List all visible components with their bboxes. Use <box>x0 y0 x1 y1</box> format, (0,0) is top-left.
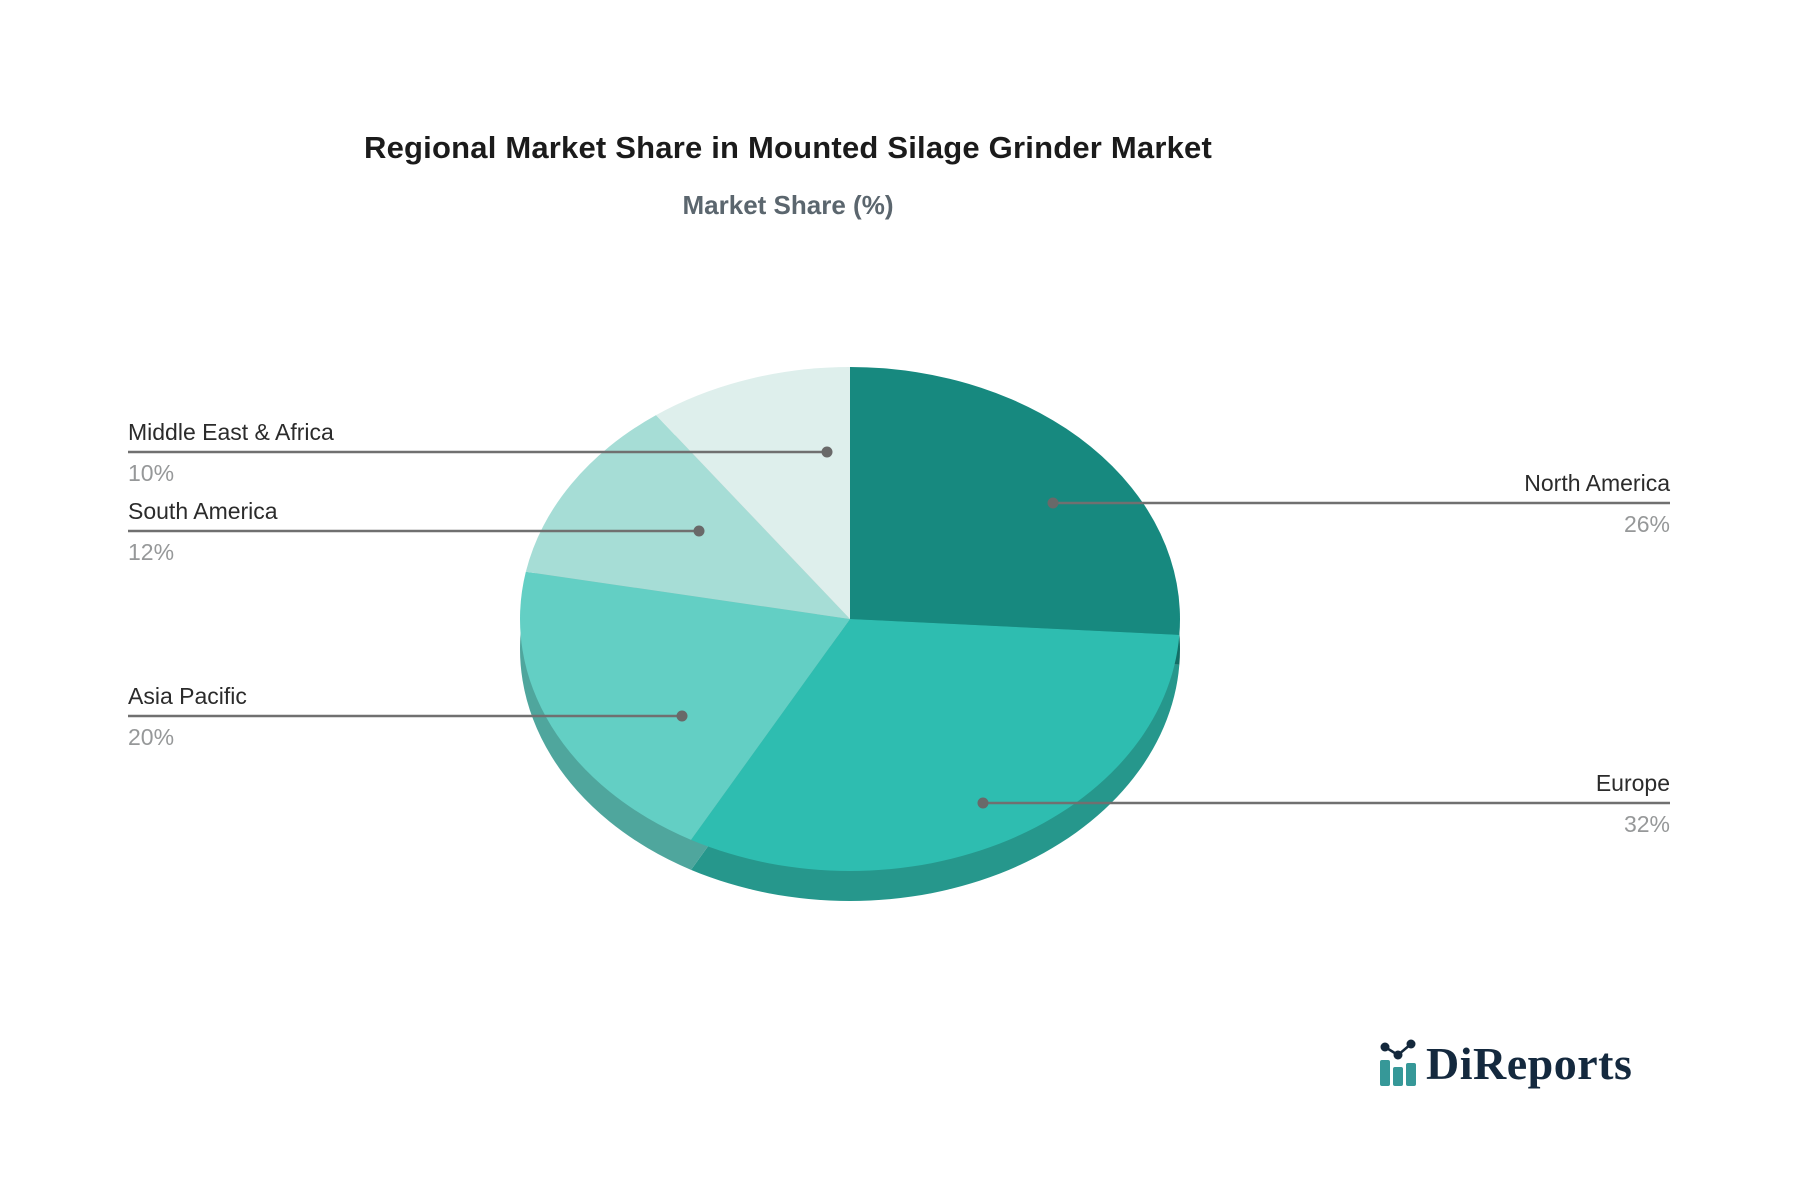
slice-label-percent: 26% <box>1623 511 1670 537</box>
chart-title: Regional Market Share in Mounted Silage … <box>364 130 1212 165</box>
slice-label-name: Europe <box>1595 770 1670 796</box>
chart-subtitle: Market Share (%) <box>682 190 894 220</box>
direports-logo: DiReports <box>1378 1036 1632 1088</box>
slice-label-name: North America <box>1524 470 1670 496</box>
slice-label-name: Asia Pacific <box>128 683 247 709</box>
pie-slice-middle-east-africa[interactable] <box>656 367 850 619</box>
direports-logo-icon <box>1380 1039 1416 1086</box>
leader-dot <box>821 446 833 458</box>
pie-slice-north-america[interactable] <box>850 367 1180 635</box>
leader-dot <box>676 710 688 722</box>
leader-dot <box>977 797 989 809</box>
direports-logo-text: DiReports <box>1426 1038 1633 1089</box>
slice-label: Middle East & Africa 10% <box>128 418 334 487</box>
slice-label-name: Middle East & Africa <box>128 419 334 445</box>
slice-label-percent: 32% <box>1623 811 1670 837</box>
slice-label: Europe 32% <box>1596 769 1670 838</box>
slice-label: Asia Pacific 20% <box>128 682 247 751</box>
leader-dot <box>1047 497 1059 509</box>
slice-label: North America 26% <box>1524 469 1670 538</box>
slice-label-percent: 10% <box>128 460 175 486</box>
pie-slice-europe[interactable] <box>691 619 1180 871</box>
leader-dot <box>693 525 705 537</box>
slice-label-percent: 20% <box>128 724 175 750</box>
slice-label: South America 12% <box>128 497 278 566</box>
pie-slice-south-america[interactable] <box>525 415 850 619</box>
slice-label-name: South America <box>128 498 278 524</box>
pie-slice-asia-pacific[interactable] <box>520 571 850 840</box>
slice-label-percent: 12% <box>128 539 175 565</box>
